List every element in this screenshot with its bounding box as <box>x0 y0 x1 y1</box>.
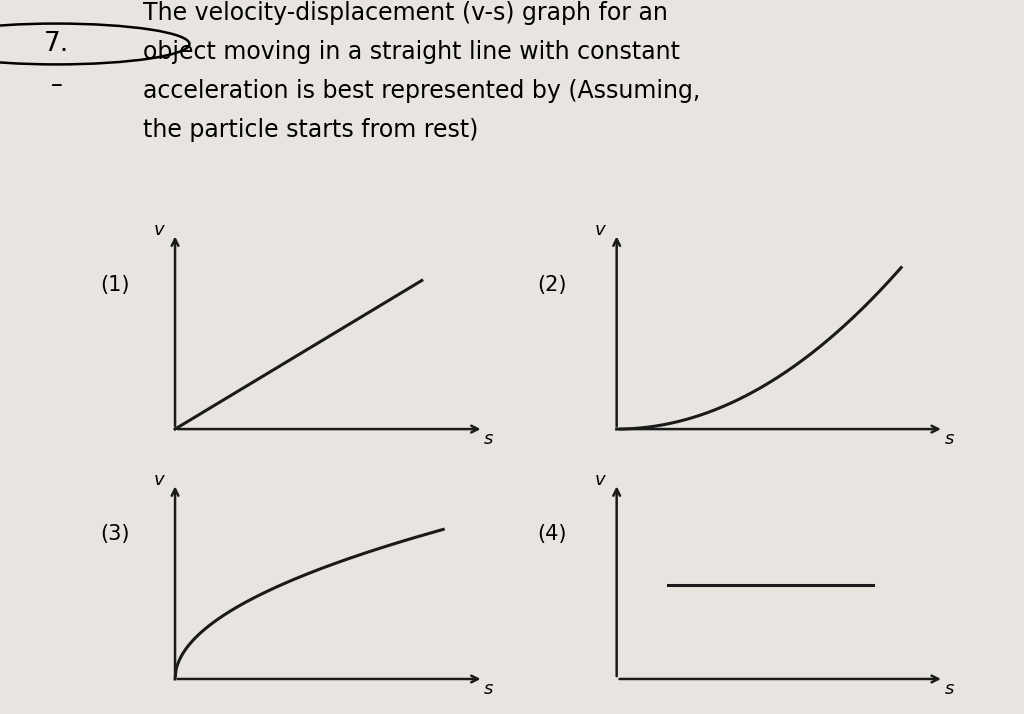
Text: v: v <box>154 471 164 489</box>
Text: s: s <box>945 680 954 698</box>
Text: v: v <box>154 221 164 239</box>
Text: (2): (2) <box>537 275 566 295</box>
Text: (4): (4) <box>537 525 566 545</box>
Text: v: v <box>594 471 605 489</box>
Text: s: s <box>484 680 494 698</box>
Text: the particle starts from rest): the particle starts from rest) <box>143 119 479 142</box>
Text: s: s <box>484 431 494 448</box>
Text: The velocity-displacement (v-s) graph for an: The velocity-displacement (v-s) graph fo… <box>143 1 669 24</box>
Text: v: v <box>594 221 605 239</box>
Text: 7.: 7. <box>44 31 69 57</box>
Text: object moving in a straight line with constant: object moving in a straight line with co… <box>143 40 680 64</box>
Text: (3): (3) <box>100 525 129 545</box>
Text: (1): (1) <box>100 275 129 295</box>
Text: –: – <box>50 73 62 97</box>
Text: acceleration is best represented by (Assuming,: acceleration is best represented by (Ass… <box>143 79 700 103</box>
Text: s: s <box>945 431 954 448</box>
